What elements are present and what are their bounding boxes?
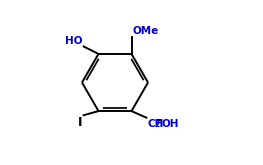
Text: CH: CH xyxy=(147,118,164,129)
Text: HO: HO xyxy=(65,36,83,46)
Text: OH: OH xyxy=(162,118,179,129)
Text: I: I xyxy=(78,116,83,129)
Text: OMe: OMe xyxy=(132,26,159,36)
Text: 2: 2 xyxy=(155,120,160,129)
